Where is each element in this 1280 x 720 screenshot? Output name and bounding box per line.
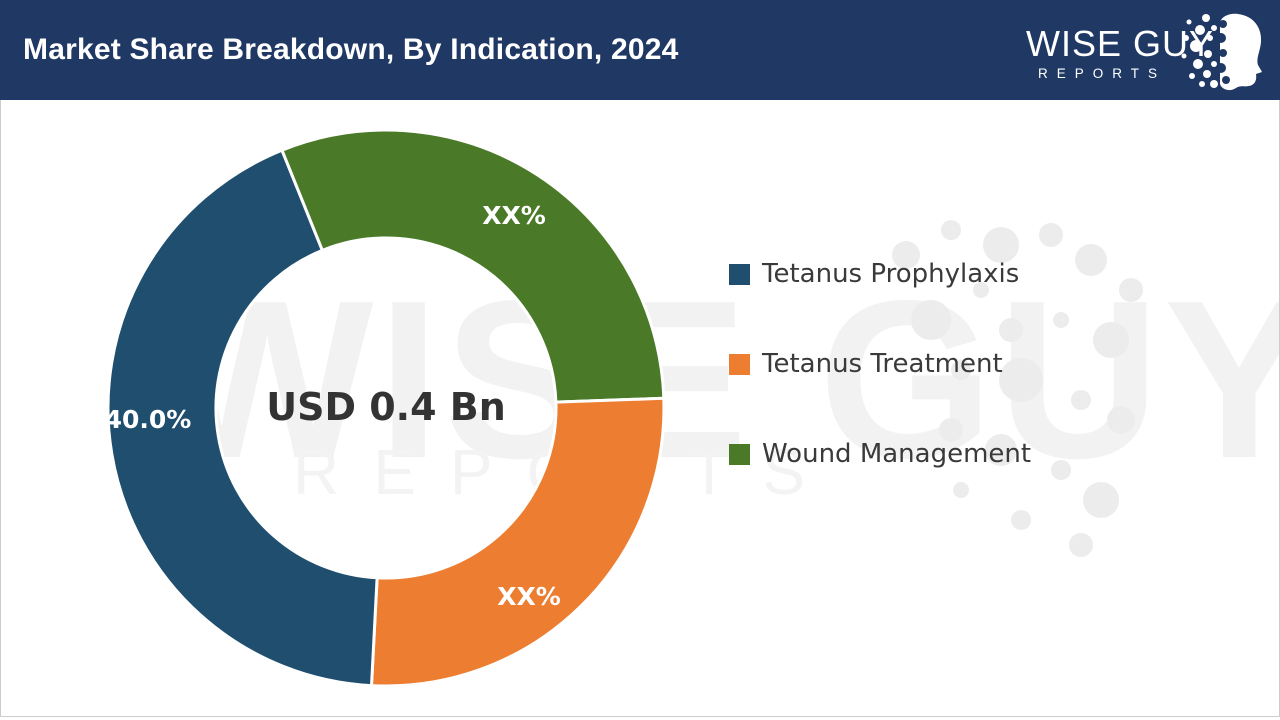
logo-subtext: REPORTS <box>1038 66 1166 81</box>
legend-swatch-blue <box>729 263 750 285</box>
legend-swatch-orange <box>729 353 750 375</box>
slice-label-tetanus-prophylaxis: 40.0% <box>105 405 192 434</box>
donut-chart: XX% XX% 40.0% USD 0.4 Bn <box>105 128 666 688</box>
wise-guy-reports-logo: WISE GUY REPORTS <box>1026 13 1262 91</box>
watermark-dots <box>892 220 1143 557</box>
slice-label-wound-management: XX% <box>482 201 546 230</box>
legend-label: Tetanus Prophylaxis <box>762 259 1020 289</box>
header-bar: Market Share Breakdown, By Indication, 2… <box>0 0 1280 100</box>
slice-label-tetanus-treatment: XX% <box>497 582 561 611</box>
legend-item-tetanus-prophylaxis: Tetanus Prophylaxis <box>729 259 1031 289</box>
legend-label: Wound Management <box>762 439 1032 469</box>
legend-item-tetanus-treatment: Tetanus Treatment <box>729 349 1031 379</box>
watermark-wordmark: WISE GUY <box>161 253 1280 505</box>
slice-tetanus-prophylaxis <box>106 148 379 688</box>
chart-legend: Tetanus Prophylaxis Tetanus Treatment Wo… <box>729 259 1031 533</box>
legend-swatch-green <box>729 443 750 465</box>
slice-wound-management <box>280 128 666 404</box>
dotted-head-icon <box>1181 13 1262 91</box>
logo-wordmark: WISE GUY <box>1026 23 1214 64</box>
legend-item-wound-management: Wound Management <box>729 439 1031 469</box>
donut-center-value: USD 0.4 Bn <box>266 385 506 429</box>
slice-tetanus-treatment <box>370 396 666 688</box>
legend-label: Tetanus Treatment <box>762 349 1003 379</box>
page-title: Market Share Breakdown, By Indication, 2… <box>23 33 679 66</box>
chart-canvas: WISE GUY REPORTS XX% XX% 40.0% USD 0.4 B… <box>0 100 1280 717</box>
